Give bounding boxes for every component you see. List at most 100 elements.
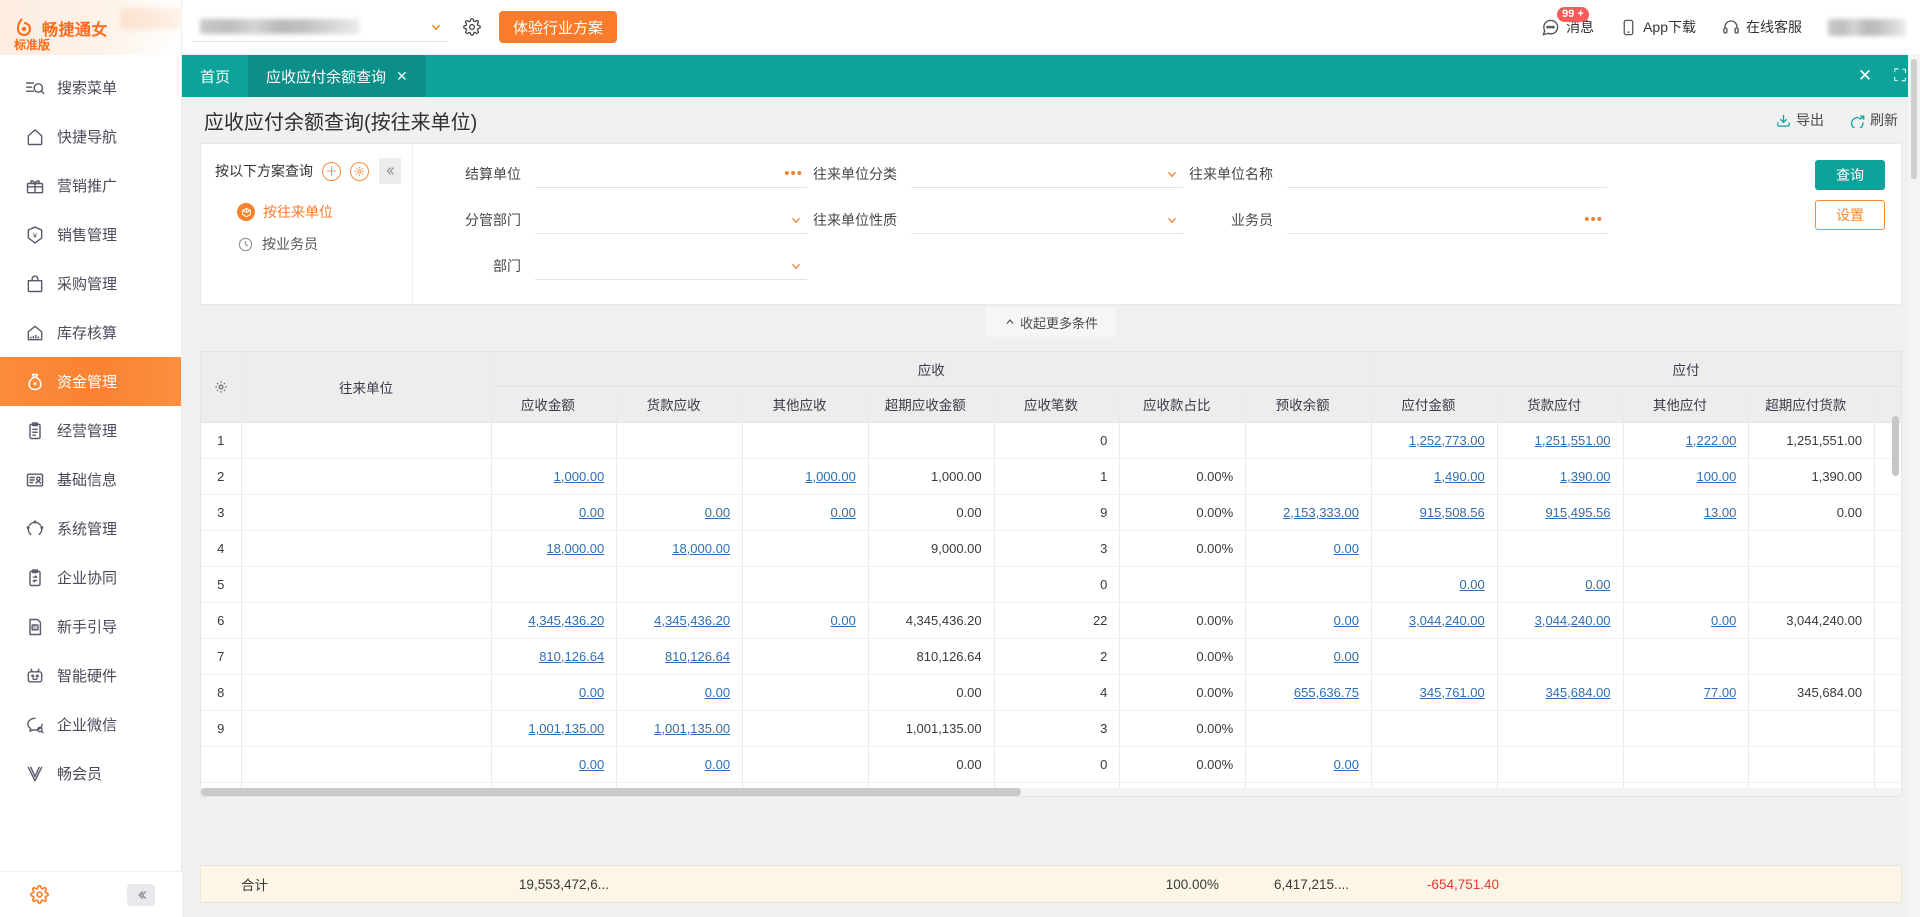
filter-input[interactable]: [911, 160, 1183, 188]
cell-link[interactable]: 915,508.56: [1419, 504, 1485, 520]
cell-link[interactable]: 0.00: [704, 684, 731, 700]
cell-link[interactable]: 0.00: [1711, 612, 1737, 628]
table-vertical-scrollbar[interactable]: [1892, 416, 1899, 476]
chevron-down-icon[interactable]: [429, 20, 443, 34]
chevron-down-icon[interactable]: [1165, 167, 1179, 181]
table-row[interactable]: 2 1,000.00 1,000.00 1,000.00 1 0.00% 1,490.00 1…: [201, 458, 1901, 495]
sidebar-item-14[interactable]: 企业微信: [0, 700, 181, 749]
sidebar-item-3[interactable]: 营销推广: [0, 161, 181, 210]
party-name-cell[interactable]: [241, 422, 492, 459]
table-row[interactable]: 7 810,126.64 810,126.64 810,126.64 2 0.00% 0.0…: [201, 638, 1901, 675]
table-row[interactable]: 4 18,000.00 18,000.00 9,000.00 3 0.00% 0.00: [201, 530, 1901, 567]
cell-link[interactable]: 915,495.56: [1545, 504, 1611, 520]
cell-link[interactable]: 0.00: [830, 504, 856, 520]
cell-link[interactable]: 3,044,240.00: [1534, 612, 1611, 628]
sidebar-item-15[interactable]: 畅会员: [0, 749, 181, 798]
close-icon[interactable]: ✕: [1857, 66, 1873, 85]
collapse-icon[interactable]: [127, 883, 155, 906]
sidebar-item-1[interactable]: 搜索菜单: [0, 63, 181, 112]
cell-link[interactable]: 1,001,135.00: [654, 720, 731, 736]
cell-link[interactable]: 77.00: [1703, 684, 1737, 700]
col-header-recv-goods[interactable]: 货款应收: [616, 386, 744, 423]
export-button[interactable]: 导出: [1776, 110, 1824, 130]
cell-link[interactable]: 1,222.00: [1685, 432, 1737, 448]
cell-link[interactable]: 655,636.75: [1293, 684, 1359, 700]
collapse-more-conditions-button[interactable]: 收起更多条件: [986, 307, 1116, 337]
gear-icon[interactable]: [30, 885, 49, 904]
table-row[interactable]: 1 0 1,252,773.00 1,251,551.00 1,222.00 1,251,…: [201, 422, 1901, 459]
filter-input[interactable]: [911, 206, 1183, 234]
tab-home[interactable]: 首页: [182, 55, 248, 97]
sidebar-item-10[interactable]: 系统管理: [0, 504, 181, 553]
query-button[interactable]: 查询: [1815, 160, 1885, 190]
chevron-down-icon[interactable]: [789, 213, 803, 227]
col-header-pay-overdue[interactable]: 超期应付货款: [1748, 386, 1876, 423]
more-dots-icon[interactable]: •••: [1584, 211, 1603, 228]
sidebar-item-9[interactable]: 基础信息: [0, 455, 181, 504]
col-header-pay-goods[interactable]: 货款应付: [1497, 386, 1624, 423]
col-header-recv-overdue[interactable]: 超期应收金额: [868, 386, 995, 423]
topbar-item-app-download[interactable]: App下载: [1620, 17, 1696, 37]
close-icon[interactable]: ✕: [396, 67, 408, 84]
cell-link[interactable]: 0.00: [1459, 576, 1485, 592]
party-name-cell[interactable]: [241, 638, 492, 675]
table-row[interactable]: 6 4,345,436.20 4,345,436.20 0.00 4,345,436.2…: [201, 602, 1901, 639]
topbar-item-online-service[interactable]: 在线客服: [1722, 17, 1802, 37]
sidebar-item-5[interactable]: 采购管理: [0, 259, 181, 308]
party-name-cell[interactable]: [241, 566, 492, 603]
cell-link[interactable]: 1,000.00: [805, 468, 856, 484]
cell-link[interactable]: 18,000.00: [546, 540, 605, 556]
cell-link[interactable]: 0.00: [1333, 648, 1359, 664]
filter-input[interactable]: [1287, 160, 1607, 188]
table-row[interactable]: 9 1,001,135.00 1,001,135.00 1,001,135.00 3 0.…: [201, 710, 1901, 747]
more-dots-icon[interactable]: •••: [784, 165, 803, 182]
cell-link[interactable]: 345,684.00: [1545, 684, 1611, 700]
col-header-party[interactable]: 往来单位: [241, 352, 492, 423]
sidebar-item-11[interactable]: 企业协同: [0, 553, 181, 602]
cell-link[interactable]: 1,252,773.00: [1408, 432, 1485, 448]
refresh-button[interactable]: 刷新: [1850, 110, 1898, 130]
sidebar-item-8[interactable]: 经营管理: [0, 406, 181, 455]
col-header-recv-count[interactable]: 应收笔数: [994, 386, 1121, 423]
cell-link[interactable]: 4,345,436.20: [528, 612, 605, 628]
cell-link[interactable]: 0.00: [1585, 576, 1611, 592]
party-name-cell[interactable]: [241, 602, 492, 639]
party-name-cell[interactable]: [241, 674, 492, 711]
cell-link[interactable]: 0.00: [1333, 756, 1359, 772]
plus-icon[interactable]: ＋: [322, 161, 341, 181]
cell-link[interactable]: 3,044,240.00: [1408, 612, 1485, 628]
cell-link[interactable]: 18,000.00: [672, 540, 731, 556]
settings-button[interactable]: 设置: [1815, 200, 1885, 230]
org-selector[interactable]: [192, 12, 447, 42]
sidebar-item-6[interactable]: 库存核算: [0, 308, 181, 357]
col-header-pre-recv[interactable]: 预收余额: [1245, 386, 1372, 423]
filter-input[interactable]: [535, 252, 807, 280]
cell-link[interactable]: 0.00: [1333, 612, 1359, 628]
sidebar-item-2[interactable]: 快捷导航: [0, 112, 181, 161]
table-row[interactable]: 5 0 0.00 0.00: [201, 566, 1901, 603]
maximize-icon[interactable]: ⛶: [1894, 66, 1906, 85]
col-header-recv-other[interactable]: 其他应收: [742, 386, 869, 423]
table-horizontal-scrollbar[interactable]: [201, 788, 1901, 796]
col-header-recv-ratio[interactable]: 应收款占比: [1119, 386, 1247, 423]
scheme-item-1[interactable]: 按往来单位: [201, 196, 412, 228]
party-name-cell[interactable]: [241, 530, 492, 567]
cell-link[interactable]: 100.00: [1696, 468, 1737, 484]
col-header-recv-amount[interactable]: 应收金额: [491, 386, 618, 423]
topbar-item-message[interactable]: 消息 99 +: [1541, 7, 1594, 37]
tab-receivable-payable-balance-query[interactable]: 应收应付余额查询 ✕: [248, 55, 426, 97]
filter-input[interactable]: •••: [535, 160, 807, 188]
cell-link[interactable]: 0.00: [704, 504, 731, 520]
sidebar-item-7[interactable]: ¥ 资金管理: [0, 357, 181, 406]
party-name-cell[interactable]: [241, 458, 492, 495]
gear-icon[interactable]: [463, 18, 481, 36]
cell-link[interactable]: 0.00: [704, 756, 731, 772]
col-header-pay-amount[interactable]: 应付金额: [1371, 386, 1498, 423]
sidebar-item-4[interactable]: ¥ 销售管理: [0, 210, 181, 259]
cell-link[interactable]: 1,390.00: [1559, 468, 1611, 484]
filter-input[interactable]: •••: [1287, 206, 1607, 234]
cell-link[interactable]: 1,000.00: [553, 468, 605, 484]
double-chevron-left-icon[interactable]: [379, 158, 401, 184]
cell-link[interactable]: 4,345,436.20: [654, 612, 731, 628]
filter-input[interactable]: [535, 206, 807, 234]
